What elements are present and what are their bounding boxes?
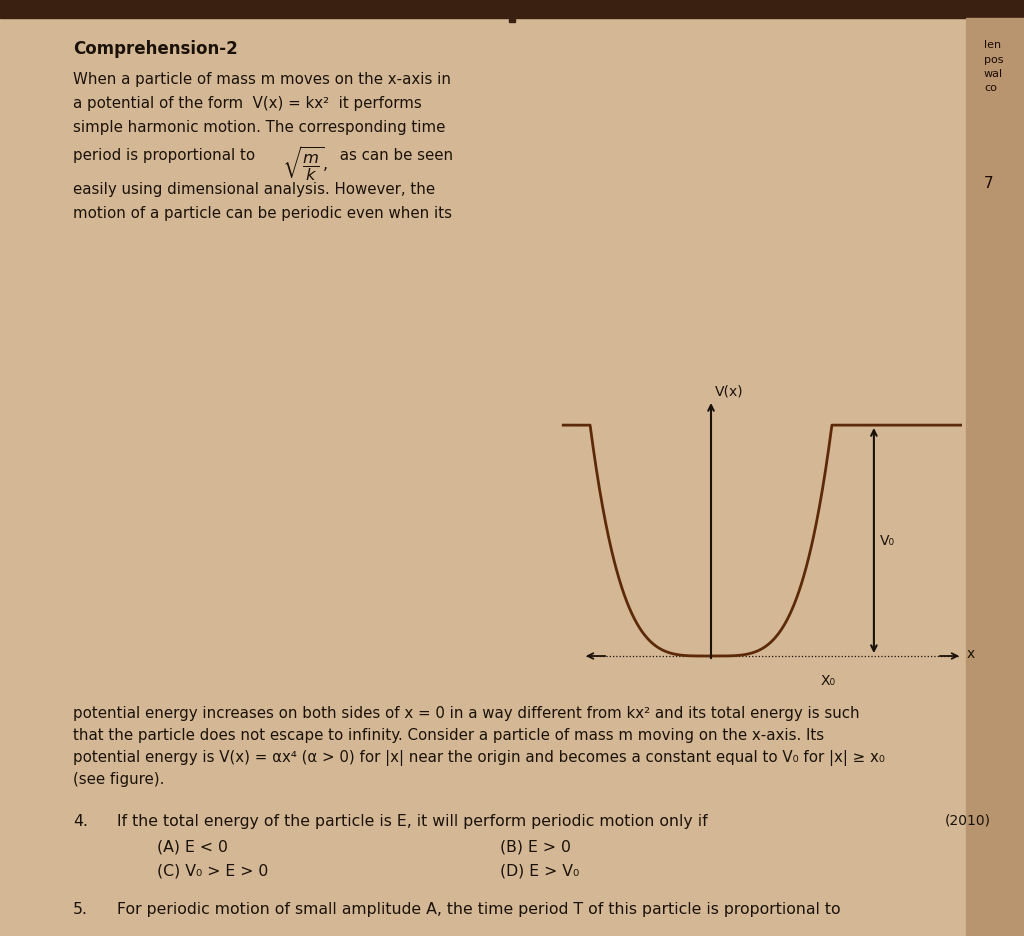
Text: (2010): (2010) [945,814,991,828]
Text: (A) E < 0: (A) E < 0 [157,840,228,855]
Text: If the total energy of the particle is E, it will perform periodic motion only i: If the total energy of the particle is E… [117,814,708,829]
Text: pos: pos [984,55,1004,65]
Text: 7: 7 [984,176,993,191]
Text: potential energy is V(x) = αx⁴ (α > 0) for |x| near the origin and becomes a con: potential energy is V(x) = αx⁴ (α > 0) f… [73,750,885,766]
Text: (B) E > 0: (B) E > 0 [500,840,570,855]
Text: potential energy increases on both sides of x = 0 in a way different from kx² an: potential energy increases on both sides… [73,706,859,721]
Text: len: len [984,40,1001,50]
Text: (see figure).: (see figure). [73,772,165,787]
Text: as can be seen: as can be seen [335,148,454,163]
Text: x: x [967,647,975,661]
Text: simple harmonic motion. The corresponding time: simple harmonic motion. The correspondin… [73,120,445,135]
Text: V(x): V(x) [715,384,743,398]
FancyArrow shape [509,0,515,22]
Text: that the particle does not escape to infinity. Consider a particle of mass m mov: that the particle does not escape to inf… [73,728,824,743]
Text: 4.: 4. [73,814,88,829]
Text: co: co [984,83,997,93]
Text: a potential of the form  V(x) = kx²  it performs: a potential of the form V(x) = kx² it pe… [73,96,422,111]
Text: period is proportional to: period is proportional to [73,148,255,163]
Text: V₀: V₀ [880,534,895,548]
Text: Comprehension-2: Comprehension-2 [73,40,238,58]
Text: X₀: X₀ [820,674,836,688]
Text: (C) V₀ > E > 0: (C) V₀ > E > 0 [157,864,268,879]
Text: $\sqrt{\dfrac{m}{k}}$,: $\sqrt{\dfrac{m}{k}}$, [282,145,328,183]
Bar [0,0,1024,18]
Text: (D) E > V₀: (D) E > V₀ [500,864,580,879]
Bar [966,18,1024,936]
Text: 5.: 5. [73,902,88,917]
Text: motion of a particle can be periodic even when its: motion of a particle can be periodic eve… [73,206,452,221]
Text: easily using dimensional analysis. However, the: easily using dimensional analysis. Howev… [73,182,435,197]
Text: For periodic motion of small amplitude A, the time period T of this particle is : For periodic motion of small amplitude A… [117,902,841,917]
Text: wal: wal [984,69,1004,79]
Text: When a particle of mass m moves on the x-axis in: When a particle of mass m moves on the x… [73,72,451,87]
